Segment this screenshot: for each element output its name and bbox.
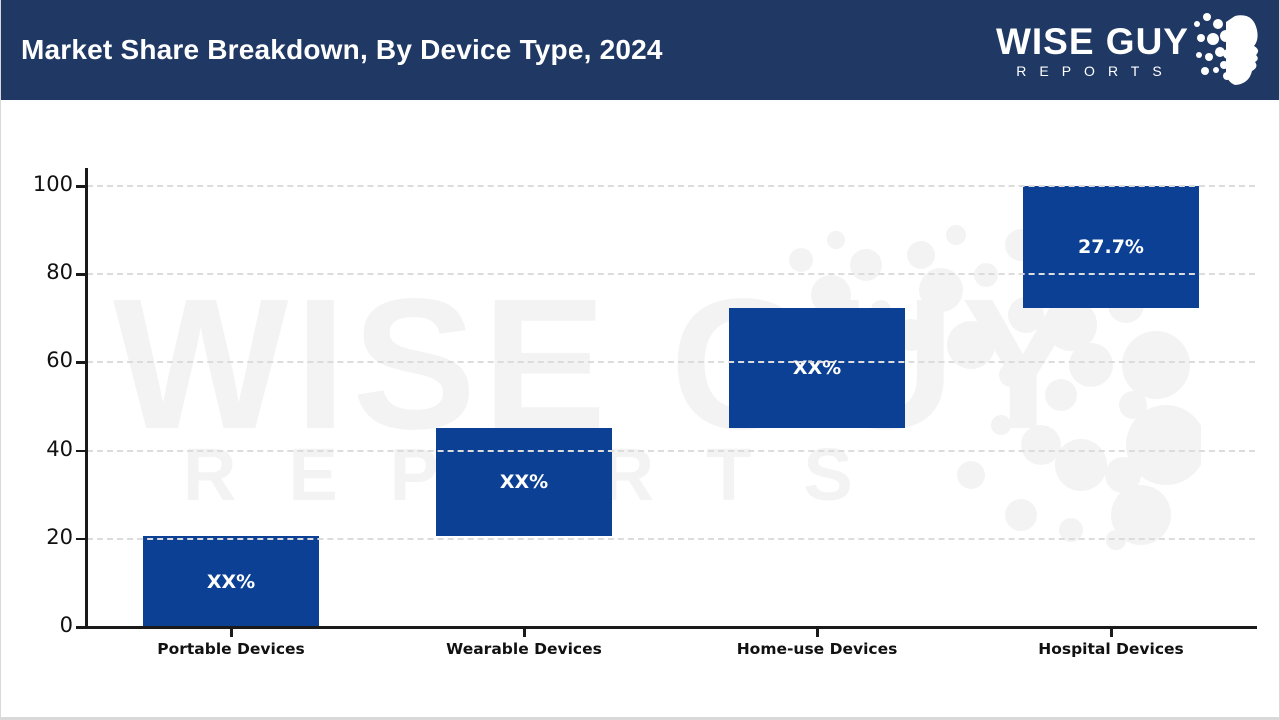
bar-value-label-portable-devices: XX% bbox=[206, 570, 256, 593]
bar-value-label-home-use-devices: XX% bbox=[792, 356, 842, 379]
x-tick-home-use-devices bbox=[816, 628, 819, 637]
gridline-20 bbox=[87, 537, 1255, 540]
bar-home-use-devices: XX% bbox=[729, 308, 905, 428]
y-tick-100 bbox=[76, 185, 85, 188]
page-title: Market Share Breakdown, By Device Type, … bbox=[21, 34, 663, 65]
y-tick-20 bbox=[76, 537, 85, 541]
x-category-label-wearable-devices: Wearable Devices bbox=[446, 640, 602, 658]
y-tick-60 bbox=[76, 361, 85, 364]
x-tick-portable-devices bbox=[230, 628, 233, 637]
bar-hospital-devices: 27.7% bbox=[1023, 186, 1199, 309]
y-tick-label-40: 40 bbox=[46, 436, 73, 461]
brand-logo-name: WISE GUY bbox=[995, 20, 1189, 62]
brand-face-icon bbox=[1194, 13, 1259, 85]
bar-value-label-hospital-devices: 27.7% bbox=[1078, 236, 1144, 259]
y-tick-label-100: 100 bbox=[32, 172, 73, 196]
y-tick-label-80: 80 bbox=[46, 260, 73, 285]
y-tick-40 bbox=[76, 449, 85, 453]
y-axis-spine bbox=[85, 168, 88, 629]
x-category-label-portable-devices: Portable Devices bbox=[157, 640, 305, 658]
gridline-60 bbox=[87, 361, 1255, 364]
y-tick-0 bbox=[76, 626, 85, 629]
bar-wearable-devices: XX% bbox=[436, 427, 612, 537]
gridline-80 bbox=[87, 273, 1255, 276]
x-category-label-hospital-devices: Hospital Devices bbox=[1038, 640, 1184, 658]
y-tick-label-60: 60 bbox=[46, 348, 73, 373]
y-tick-80 bbox=[76, 273, 85, 276]
x-axis-spine bbox=[85, 626, 1257, 629]
brand-logo: WISE GUY REPORTS bbox=[996, 8, 1265, 92]
x-tick-wearable-devices bbox=[523, 628, 526, 637]
y-tick-label-20: 20 bbox=[46, 524, 73, 549]
y-tick-label-0: 0 bbox=[59, 613, 73, 637]
gridline-100 bbox=[87, 185, 1255, 187]
header-band: Market Share Breakdown, By Device Type, … bbox=[1, 0, 1279, 100]
brand-logo-subtitle: REPORTS bbox=[1016, 62, 1175, 79]
bar-portable-devices: XX% bbox=[143, 536, 319, 627]
x-tick-hospital-devices bbox=[1110, 628, 1113, 637]
brand-logo-text: WISE GUY REPORTS bbox=[996, 23, 1189, 78]
x-category-label-home-use-devices: Home-use Devices bbox=[736, 640, 898, 658]
bar-value-label-wearable-devices: XX% bbox=[499, 470, 549, 493]
gridline-40 bbox=[87, 449, 1255, 452]
